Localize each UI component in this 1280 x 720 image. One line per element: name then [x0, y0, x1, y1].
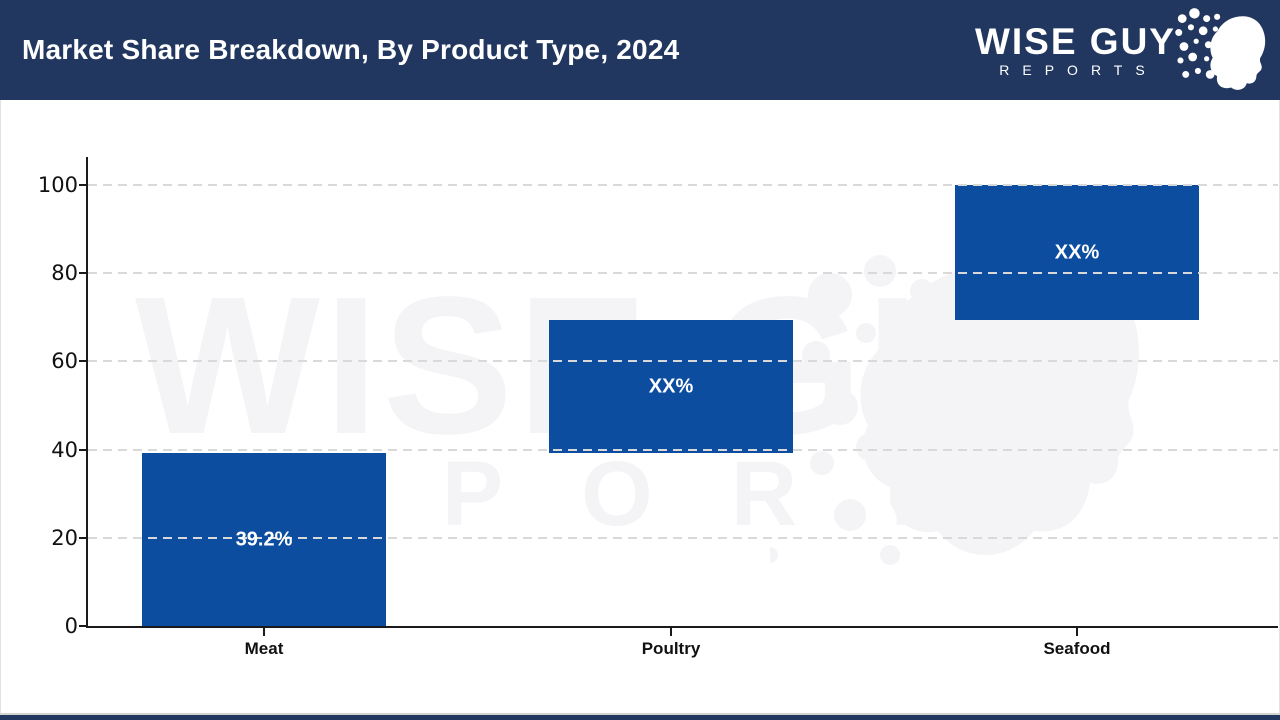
y-axis-tick-mark — [79, 448, 88, 451]
x-axis-tick-mark — [670, 627, 672, 636]
bar-seafood — [955, 185, 1199, 321]
bar-value-label: 39.2% — [235, 528, 293, 551]
y-axis-tick-label: 60 — [51, 349, 78, 374]
header-bar: Market Share Breakdown, By Product Type,… — [0, 0, 1280, 100]
y-axis-line — [86, 157, 88, 628]
chart-plot-area: 0 20 40 60 80 100 39.2% XX% XX% Meat Poultry Seafoo… — [0, 100, 1280, 714]
bar-poultry — [549, 320, 793, 454]
bar-value-label: XX% — [1054, 241, 1100, 264]
x-axis-line — [86, 626, 1278, 628]
y-axis-tick-mark — [79, 360, 88, 363]
gridline-80 — [88, 272, 1278, 275]
footer-bar — [0, 715, 1280, 720]
chart-title: Market Share Breakdown, By Product Type,… — [22, 34, 680, 65]
gridline-100 — [88, 184, 1278, 186]
gridline-40 — [88, 448, 1278, 451]
brand-face-icon — [1175, 8, 1266, 90]
x-axis-category-label: Poultry — [641, 639, 701, 658]
gridline-60 — [88, 360, 1278, 363]
y-axis-tick-mark — [79, 536, 88, 539]
x-axis-tick-mark — [263, 627, 265, 636]
bar-value-label: XX% — [648, 375, 694, 398]
y-axis-tick-mark — [79, 272, 88, 275]
x-axis-category-label: Meat — [244, 639, 284, 658]
x-axis-tick-mark — [1076, 627, 1078, 636]
y-axis-tick-label: 80 — [51, 261, 78, 286]
y-axis-tick-label: 40 — [51, 437, 78, 462]
brand-logo-line1: WISE GUY — [974, 21, 1176, 62]
bottom-divider — [0, 713, 1280, 715]
brand-logo-line2: REPORTS — [999, 62, 1158, 78]
bar-meat — [142, 453, 386, 626]
brand-logo: WISE GUY REPORTS — [975, 8, 1266, 92]
y-axis-tick-mark — [79, 184, 88, 186]
y-axis-tick-label: 100 — [37, 173, 78, 197]
y-axis-tick-label: 20 — [51, 525, 78, 550]
brand-logo-text: WISE GUY REPORTS — [975, 23, 1176, 77]
gridline-20 — [88, 536, 1278, 539]
y-axis-tick-label: 0 — [64, 614, 78, 638]
y-axis-tick-mark — [79, 625, 88, 627]
x-axis-category-label: Seafood — [1043, 639, 1111, 658]
